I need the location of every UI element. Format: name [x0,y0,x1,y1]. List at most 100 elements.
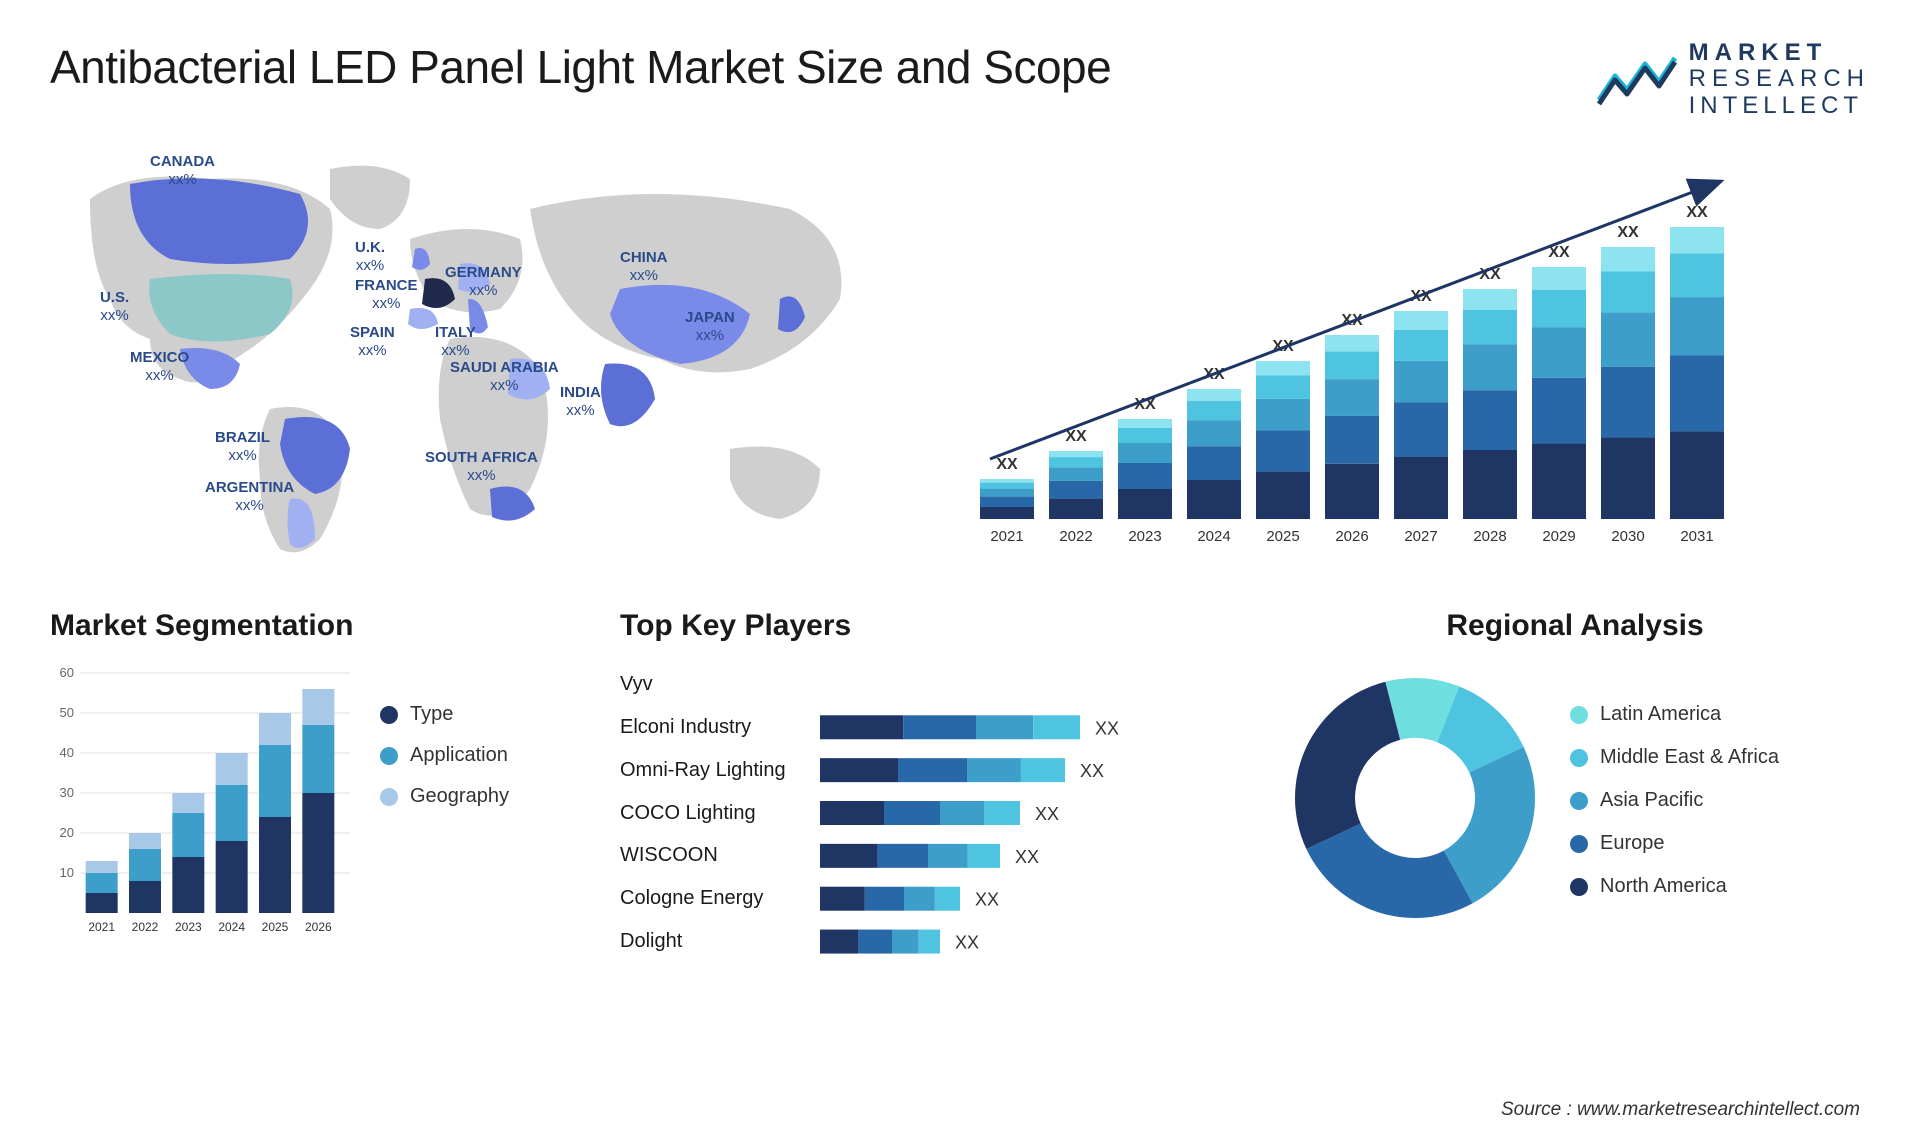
player-bar-segment [820,801,884,825]
seg-year-label: 2026 [305,920,332,934]
segmentation-title: Market Segmentation [50,609,590,643]
legend-swatch [380,706,398,724]
growth-bar-segment [1256,399,1310,431]
svg-text:10: 10 [60,865,74,880]
svg-text:60: 60 [60,665,74,680]
legend-label: Middle East & Africa [1600,746,1779,769]
growth-bar-segment [1187,446,1241,480]
growth-bar-segment [1187,389,1241,401]
player-name: Elconi Industry [620,716,800,739]
player-bar-segment [1033,715,1080,739]
map-label: SOUTH AFRICAxx% [425,449,538,485]
growth-bar-segment [1325,464,1379,519]
logo-icon [1597,50,1677,110]
svg-text:20: 20 [60,825,74,840]
growth-bar-segment [1394,403,1448,457]
seg-bar-segment [302,725,334,793]
legend-item: Middle East & Africa [1570,746,1870,769]
growth-bar-value: XX [1686,204,1708,221]
seg-bar-segment [172,813,204,857]
legend-item: Europe [1570,832,1870,855]
seg-bar-segment [259,817,291,913]
growth-bar-segment [1187,401,1241,421]
seg-bar-segment [86,861,118,873]
seg-bar-segment [172,857,204,913]
growth-bar-segment [1394,311,1448,330]
legend-label: Application [410,744,508,767]
growth-bar-segment [1532,378,1586,444]
growth-year-label: 2023 [1128,528,1161,545]
player-bar-segment [918,930,940,954]
player-bar-segment [884,801,940,825]
growth-bar-segment [1670,253,1724,297]
players-labels: VyvElconi IndustryOmni-Ray LightingCOCO … [620,663,800,963]
growth-year-label: 2030 [1611,528,1644,545]
player-bar-segment [903,715,976,739]
map-label: INDIAxx% [560,384,601,420]
player-name: Dolight [620,930,800,953]
seg-year-label: 2021 [88,920,115,934]
seg-bar-segment [302,689,334,725]
growth-bar-segment [1394,457,1448,519]
regional-title: Regional Analysis [1280,609,1870,643]
growth-bar-segment [1325,352,1379,380]
growth-bar-segment [980,483,1034,489]
growth-year-label: 2028 [1473,528,1506,545]
growth-bar-segment [1049,499,1103,519]
seg-bar-segment [216,753,248,785]
player-value: XX [1095,718,1119,738]
seg-year-label: 2023 [175,920,202,934]
growth-bar-segment [1394,361,1448,403]
map-label: MEXICOxx% [130,349,189,385]
seg-bar-segment [259,713,291,745]
legend-swatch [380,788,398,806]
growth-bar-segment [1670,356,1724,432]
seg-bar-segment [259,745,291,817]
map-label: BRAZILxx% [215,429,270,465]
player-bar-segment [878,844,928,868]
svg-text:30: 30 [60,785,74,800]
growth-bar-segment [1601,247,1655,271]
growth-bar-value: XX [996,456,1018,473]
legend-label: Europe [1600,832,1665,855]
map-label: ARGENTINAxx% [205,479,294,515]
growth-bar-segment [1463,289,1517,310]
player-name: Cologne Energy [620,887,800,910]
map-label: U.S.xx% [100,289,129,325]
growth-year-label: 2024 [1197,528,1230,545]
growth-bar-segment [1118,428,1172,443]
player-bar-segment [967,758,1021,782]
growth-bar-segment [1463,344,1517,390]
players-panel: Top Key Players VyvElconi IndustryOmni-R… [620,609,1250,963]
growth-bar-segment [1118,419,1172,428]
growth-year-label: 2031 [1680,528,1713,545]
growth-bar-segment [1256,472,1310,519]
legend-swatch [1570,749,1588,767]
seg-bar-segment [216,785,248,841]
legend-item: North America [1570,875,1870,898]
growth-bar-segment [1463,310,1517,345]
growth-bar-segment [1394,330,1448,361]
legend-item: Geography [380,785,590,808]
seg-year-label: 2022 [132,920,159,934]
growth-bar-segment [1187,420,1241,446]
player-name: COCO Lighting [620,802,800,825]
growth-bar-segment [1463,390,1517,450]
growth-bar-segment [1256,375,1310,399]
donut-slice [1295,682,1400,849]
svg-text:40: 40 [60,745,74,760]
map-label: ITALYxx% [435,324,476,360]
map-label: CHINAxx% [620,249,668,285]
growth-bar-segment [1118,443,1172,463]
regional-legend: Latin AmericaMiddle East & AfricaAsia Pa… [1570,703,1870,898]
legend-label: Geography [410,785,509,808]
seg-bar-segment [172,793,204,813]
seg-bar-segment [129,881,161,913]
growth-year-label: 2022 [1059,528,1092,545]
player-name: Omni-Ray Lighting [620,759,800,782]
map-label: FRANCExx% [355,277,418,313]
growth-bar-segment [1670,227,1724,253]
legend-swatch [1570,706,1588,724]
logo-text-1: MARKET [1689,40,1870,66]
growth-bar-segment [980,497,1034,507]
